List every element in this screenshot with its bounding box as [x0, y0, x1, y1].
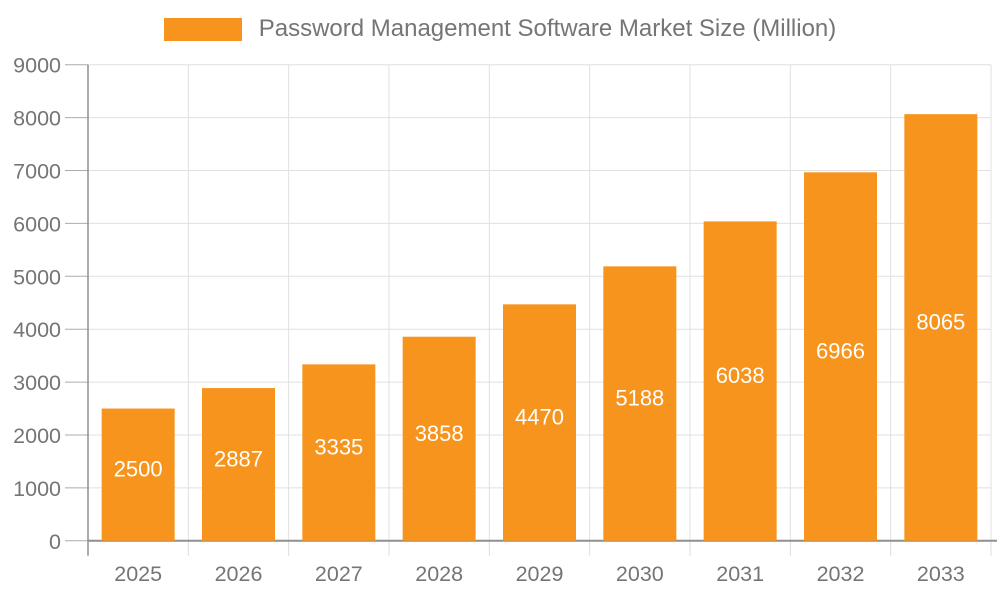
legend: Password Management Software Market Size…	[0, 15, 1000, 42]
bar[interactable]	[202, 388, 275, 541]
y-axis-tick-label: 0	[49, 530, 61, 554]
y-axis-tick-label: 4000	[13, 318, 61, 342]
bar[interactable]	[302, 364, 376, 541]
y-axis-tick-label: 8000	[13, 107, 61, 131]
bar-value-label: 6038	[716, 363, 765, 388]
legend-swatch	[163, 17, 242, 41]
y-axis-tick-label: 1000	[13, 477, 61, 501]
bar-value-label: 8065	[916, 309, 965, 334]
x-axis-tick-label: 2031	[716, 562, 764, 586]
legend-item[interactable]: Password Management Software Market Size…	[163, 15, 837, 42]
x-axis-tick-label: 2027	[315, 562, 363, 586]
bar[interactable]	[804, 172, 877, 541]
bar[interactable]	[503, 304, 576, 541]
bar-value-label: 3858	[415, 421, 464, 446]
y-axis-tick-label: 3000	[13, 371, 61, 395]
bar[interactable]	[603, 266, 677, 541]
bar[interactable]	[904, 114, 978, 541]
bar[interactable]	[402, 336, 476, 541]
bar-value-label: 6966	[816, 339, 865, 364]
bar-value-label: 5188	[615, 386, 664, 411]
y-axis-tick-label: 7000	[13, 160, 61, 184]
y-axis-tick-label: 9000	[13, 54, 61, 78]
x-axis-tick-label: 2025	[114, 562, 162, 586]
x-axis-tick-label: 2026	[215, 562, 263, 586]
x-axis-tick-label: 2029	[516, 562, 564, 586]
y-axis-tick-label: 5000	[13, 265, 61, 289]
bar[interactable]	[101, 408, 175, 541]
bar-value-label: 3335	[314, 435, 363, 460]
legend-label: Password Management Software Market Size…	[258, 15, 837, 42]
x-axis-tick-label: 2028	[415, 562, 463, 586]
y-axis-tick-label: 2000	[13, 424, 61, 448]
y-axis-tick-label: 6000	[13, 212, 61, 236]
bar-value-label: 2500	[114, 457, 163, 482]
x-axis-tick-label: 2032	[817, 562, 865, 586]
bar[interactable]	[703, 221, 777, 541]
bar-value-label: 4470	[515, 405, 564, 430]
bar-value-label: 2887	[214, 446, 263, 471]
x-axis-tick-label: 2030	[616, 562, 664, 586]
x-axis-tick-label: 2033	[917, 562, 965, 586]
